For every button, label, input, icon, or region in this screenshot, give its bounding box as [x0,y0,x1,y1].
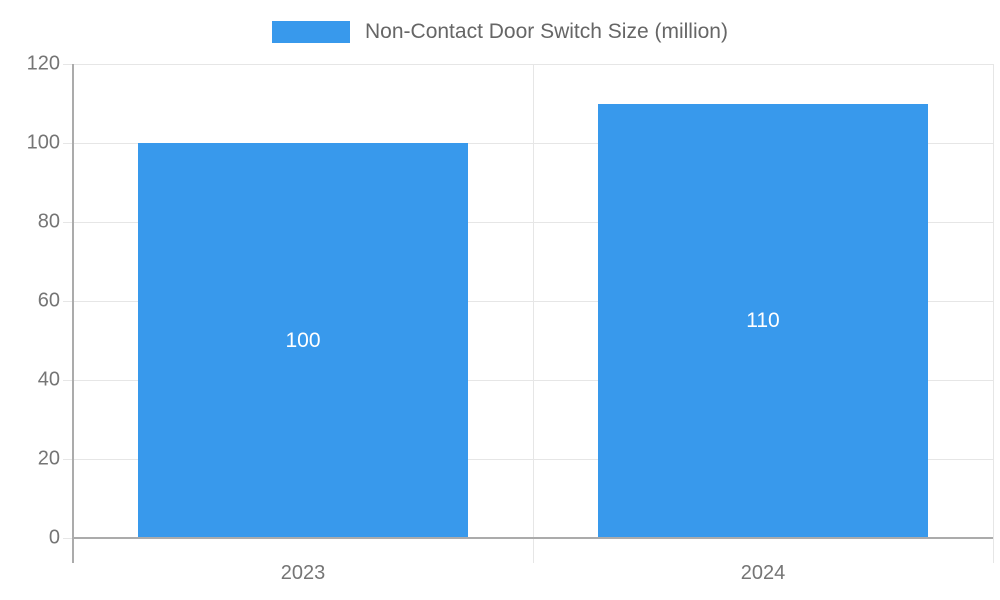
y-axis-tick-label: 40 [37,368,60,391]
y-tick [63,458,73,460]
bar [598,103,928,537]
y-tick [63,379,73,381]
y-tick [63,142,73,144]
x-gridline [532,64,534,563]
bar-value-label: 110 [746,308,780,332]
bar-value-label: 100 [285,328,321,352]
bar [138,143,468,537]
y-axis-tick-label: 20 [37,447,60,470]
y-tick [63,537,73,539]
y-axis-tick-label: 100 [26,131,60,154]
y-axis-tick-label: 120 [26,52,60,75]
y-tick [63,63,73,65]
y-axis-tick-label: 60 [37,289,60,312]
x-axis-line [73,537,993,539]
legend[interactable]: Non-Contact Door Switch Size (million) [0,20,1000,44]
x-axis-tick-label: 2023 [280,562,326,584]
y-axis-tick-label: 0 [48,526,60,549]
legend-swatch [272,21,351,43]
legend-label: Non-Contact Door Switch Size (million) [365,20,728,43]
y-axis-line [72,64,74,563]
y-tick [63,221,73,223]
x-gridline [992,64,994,563]
x-axis-tick-label: 2024 [740,562,786,584]
y-tick [63,300,73,302]
y-axis-tick-label: 80 [37,210,60,233]
